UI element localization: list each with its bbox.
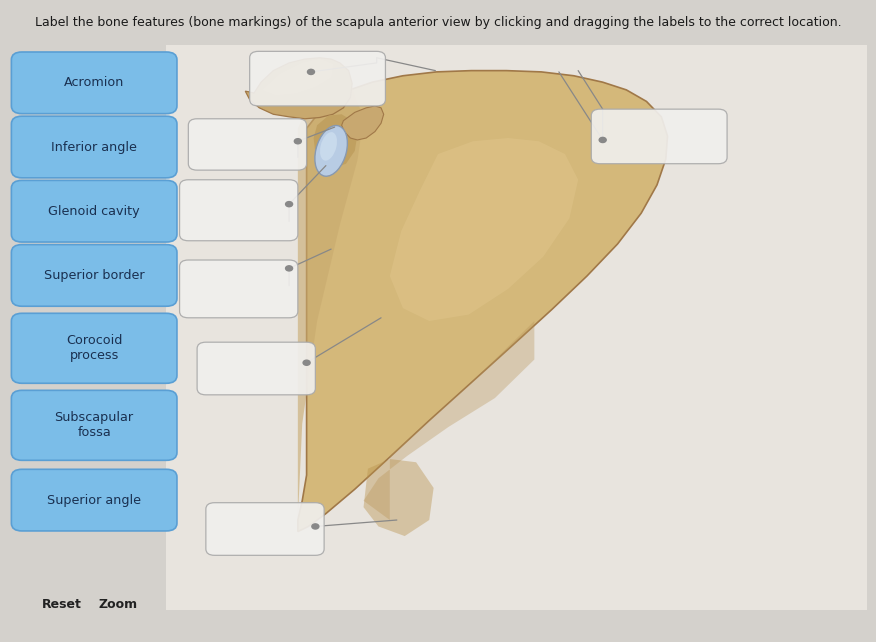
- Text: Superior angle: Superior angle: [47, 494, 141, 507]
- Polygon shape: [314, 114, 357, 168]
- Text: Inferior angle: Inferior angle: [51, 141, 138, 153]
- Text: Reset: Reset: [41, 598, 81, 611]
- FancyBboxPatch shape: [11, 390, 177, 460]
- Polygon shape: [263, 59, 333, 95]
- FancyBboxPatch shape: [11, 469, 177, 531]
- Circle shape: [286, 202, 293, 207]
- Polygon shape: [342, 106, 384, 140]
- FancyBboxPatch shape: [11, 313, 177, 383]
- Text: Label the bone features (bone markings) of the scapula anterior view by clicking: Label the bone features (bone markings) …: [35, 16, 841, 29]
- Text: Zoom: Zoom: [99, 598, 138, 611]
- Polygon shape: [364, 459, 434, 536]
- FancyBboxPatch shape: [591, 109, 727, 164]
- Text: Glenoid cavity: Glenoid cavity: [48, 205, 140, 218]
- FancyBboxPatch shape: [188, 119, 307, 170]
- FancyBboxPatch shape: [180, 180, 298, 241]
- Polygon shape: [364, 321, 534, 520]
- Polygon shape: [298, 71, 668, 532]
- Text: Corocoid
process: Corocoid process: [66, 334, 123, 362]
- FancyBboxPatch shape: [180, 260, 298, 318]
- Circle shape: [307, 69, 314, 74]
- Polygon shape: [390, 138, 578, 321]
- Circle shape: [312, 524, 319, 529]
- FancyBboxPatch shape: [11, 245, 177, 306]
- FancyBboxPatch shape: [11, 180, 177, 242]
- FancyBboxPatch shape: [206, 503, 324, 555]
- Text: Acromion: Acromion: [64, 76, 124, 89]
- Circle shape: [294, 139, 301, 144]
- Text: Superior border: Superior border: [44, 269, 145, 282]
- Ellipse shape: [314, 125, 348, 177]
- Text: Subscapular
fossa: Subscapular fossa: [54, 412, 134, 439]
- FancyBboxPatch shape: [250, 51, 385, 106]
- Circle shape: [286, 266, 293, 271]
- Ellipse shape: [320, 132, 337, 160]
- FancyBboxPatch shape: [11, 52, 177, 114]
- FancyBboxPatch shape: [11, 116, 177, 178]
- Polygon shape: [298, 82, 364, 532]
- FancyBboxPatch shape: [197, 342, 315, 395]
- Circle shape: [599, 137, 606, 143]
- Circle shape: [303, 360, 310, 365]
- FancyBboxPatch shape: [166, 45, 867, 610]
- Polygon shape: [245, 58, 352, 119]
